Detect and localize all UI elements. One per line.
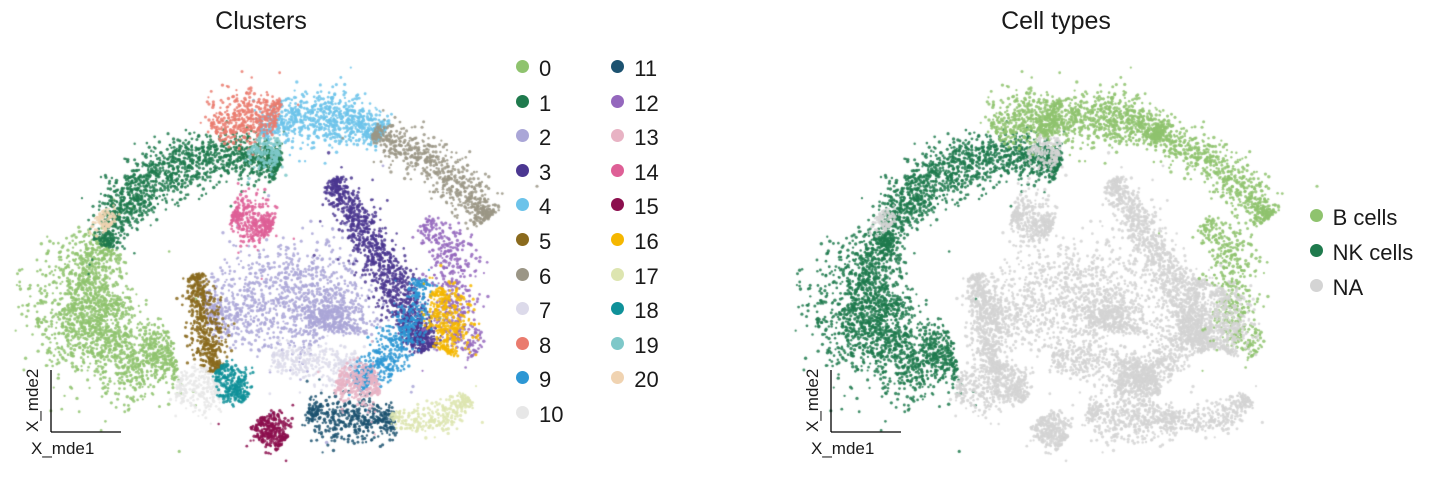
svg-text:X_mde1: X_mde1 <box>31 439 94 458</box>
svg-text:X_mde1: X_mde1 <box>811 439 874 458</box>
svg-text:X_mde2: X_mde2 <box>23 369 42 432</box>
svg-text:X_mde2: X_mde2 <box>803 369 822 432</box>
